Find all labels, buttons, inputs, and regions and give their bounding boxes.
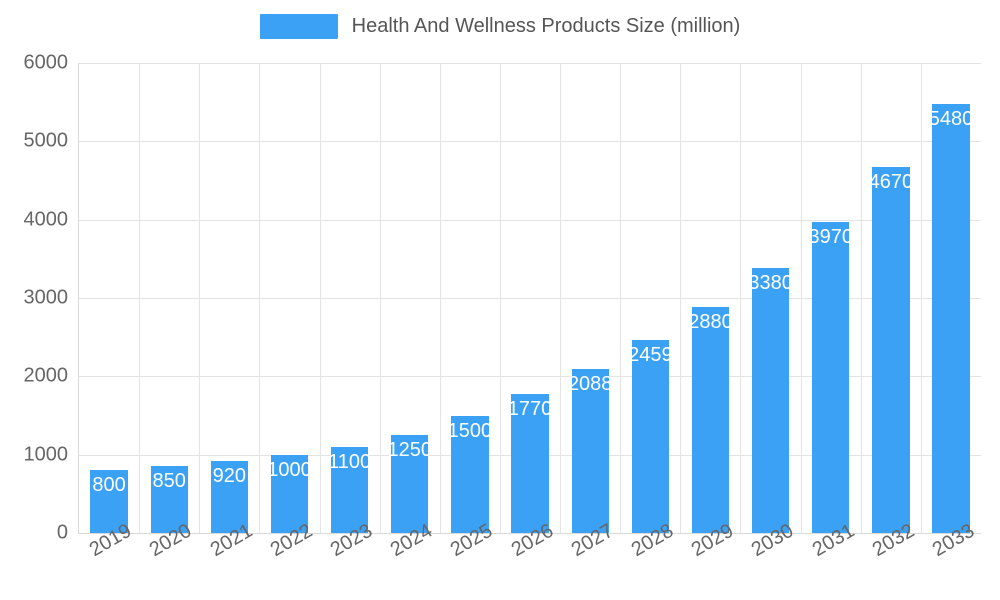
vertical-gridline	[800, 63, 802, 533]
bar-value-label: 1250	[387, 439, 433, 462]
bar-slot: 2459	[620, 63, 680, 533]
x-axis-tick-slot: 2019	[78, 520, 138, 600]
bar-value-label: 4670	[868, 171, 914, 194]
vertical-gridline	[920, 63, 922, 533]
vertical-gridline	[199, 63, 201, 533]
vertical-gridline	[860, 63, 862, 533]
bar[interactable]: 2880	[688, 307, 733, 533]
y-axis-tick-label: 1000	[23, 443, 69, 466]
x-axis-tick-slot: 2025	[439, 520, 499, 600]
bar-value-label: 1770	[507, 398, 553, 421]
x-axis: 2019 2020 2021 2022 2023 2024 2025 2026 2027 2028…	[78, 520, 981, 600]
y-axis-tick-label: 4000	[23, 208, 69, 231]
gridline	[79, 141, 981, 143]
bar-value-label: 2088	[567, 373, 613, 396]
x-axis-tick-slot: 2030	[740, 520, 800, 600]
bar-slot: 1000	[259, 63, 319, 533]
bar[interactable]: 4670	[869, 167, 913, 533]
chart-legend: Health And Wellness Products Size (milli…	[0, 14, 1000, 39]
x-axis-tick-slot: 2022	[259, 520, 319, 600]
y-axis-tick-label: 5000	[23, 129, 69, 152]
x-axis-tick-slot: 2026	[499, 520, 559, 600]
bar-value-label: 1500	[447, 419, 493, 442]
x-axis-tick-slot: 2021	[198, 520, 258, 600]
bar[interactable]: 1100	[328, 446, 372, 533]
bar[interactable]: 5480	[929, 103, 973, 533]
bar-series: 800 850 920 1000 1100 1250 1500 1770 2088 2459 288…	[79, 63, 981, 533]
gridline	[79, 63, 981, 64]
bar-value-label: 1000	[267, 458, 312, 481]
bar-slot: 1250	[380, 63, 440, 533]
bar[interactable]: 1500	[448, 415, 492, 533]
bar[interactable]: 1000	[267, 454, 312, 533]
bar-slot: 800	[79, 63, 139, 533]
gridline	[79, 298, 981, 299]
bar-slot: 4670	[861, 63, 921, 533]
bar[interactable]: 2088	[568, 369, 612, 533]
bar-slot: 850	[139, 63, 199, 533]
x-axis-tick-slot: 2028	[620, 520, 680, 600]
vertical-gridline	[139, 63, 141, 533]
legend-swatch-series-0	[259, 14, 338, 39]
plot-area: 800 850 920 1000 1100 1250 1500 1770 2088 2459 288…	[78, 63, 981, 534]
x-axis-tick-slot: 2024	[379, 520, 439, 600]
vertical-gridline	[379, 63, 381, 533]
vertical-gridline	[560, 63, 562, 533]
bar-value-label: 2880	[688, 311, 733, 334]
gridline	[79, 219, 981, 221]
y-axis-tick-label: 6000	[23, 51, 69, 74]
x-axis-tick-slot: 2032	[861, 520, 921, 600]
bar-slot: 920	[199, 63, 259, 533]
bar[interactable]: 800	[90, 470, 128, 533]
bar-slot: 3380	[741, 63, 801, 533]
x-axis-tick-slot: 2020	[138, 520, 198, 600]
bar-slot: 1100	[320, 63, 380, 533]
bar[interactable]: 3380	[748, 268, 793, 533]
bar-value-label: 3970	[808, 226, 854, 249]
bar-slot: 1770	[500, 63, 560, 533]
bar-slot: 2880	[680, 63, 740, 533]
bar[interactable]: 1770	[508, 394, 552, 533]
vertical-gridline	[319, 63, 321, 533]
bar[interactable]: 3970	[809, 222, 853, 533]
bar-value-label: 2459	[628, 344, 673, 367]
y-axis-tick-label: 2000	[23, 364, 69, 387]
bar-slot: 5480	[921, 63, 981, 533]
legend-label-series-0: Health And Wellness Products Size (milli…	[351, 15, 741, 37]
bar-value-label: 1100	[328, 450, 372, 473]
bar-value-label: 920	[212, 464, 247, 487]
bar-value-label: 5480	[928, 107, 974, 130]
bar[interactable]: 850	[150, 466, 188, 533]
vertical-gridline	[439, 63, 441, 533]
x-axis-tick-slot: 2033	[921, 520, 981, 600]
x-axis-tick-slot: 2027	[560, 520, 620, 600]
bar-slot: 1500	[440, 63, 500, 533]
vertical-gridline	[680, 63, 682, 533]
bar-slot: 3970	[801, 63, 861, 533]
bar-value-label: 850	[152, 470, 186, 493]
x-axis-tick-slot: 2029	[680, 520, 740, 600]
bar-value-label: 3380	[748, 272, 793, 295]
y-axis-tick-label: 0	[56, 521, 68, 544]
bar-slot: 2088	[560, 63, 620, 533]
vertical-gridline	[740, 63, 742, 533]
x-axis-tick-slot: 2023	[319, 520, 379, 600]
y-axis-tick-label: 3000	[23, 286, 69, 309]
y-axis: 0 1000 2000 3000 4000 5000 6000	[0, 52, 69, 544]
gridline	[79, 376, 981, 378]
bar[interactable]: 1250	[388, 435, 432, 533]
bar-value-label: 800	[92, 474, 126, 497]
x-axis-tick-slot: 2031	[800, 520, 860, 600]
vertical-gridline	[620, 63, 622, 533]
vertical-gridline	[499, 63, 501, 533]
bar[interactable]: 2459	[628, 340, 673, 533]
vertical-gridline	[259, 63, 261, 533]
bar[interactable]: 920	[210, 460, 248, 533]
